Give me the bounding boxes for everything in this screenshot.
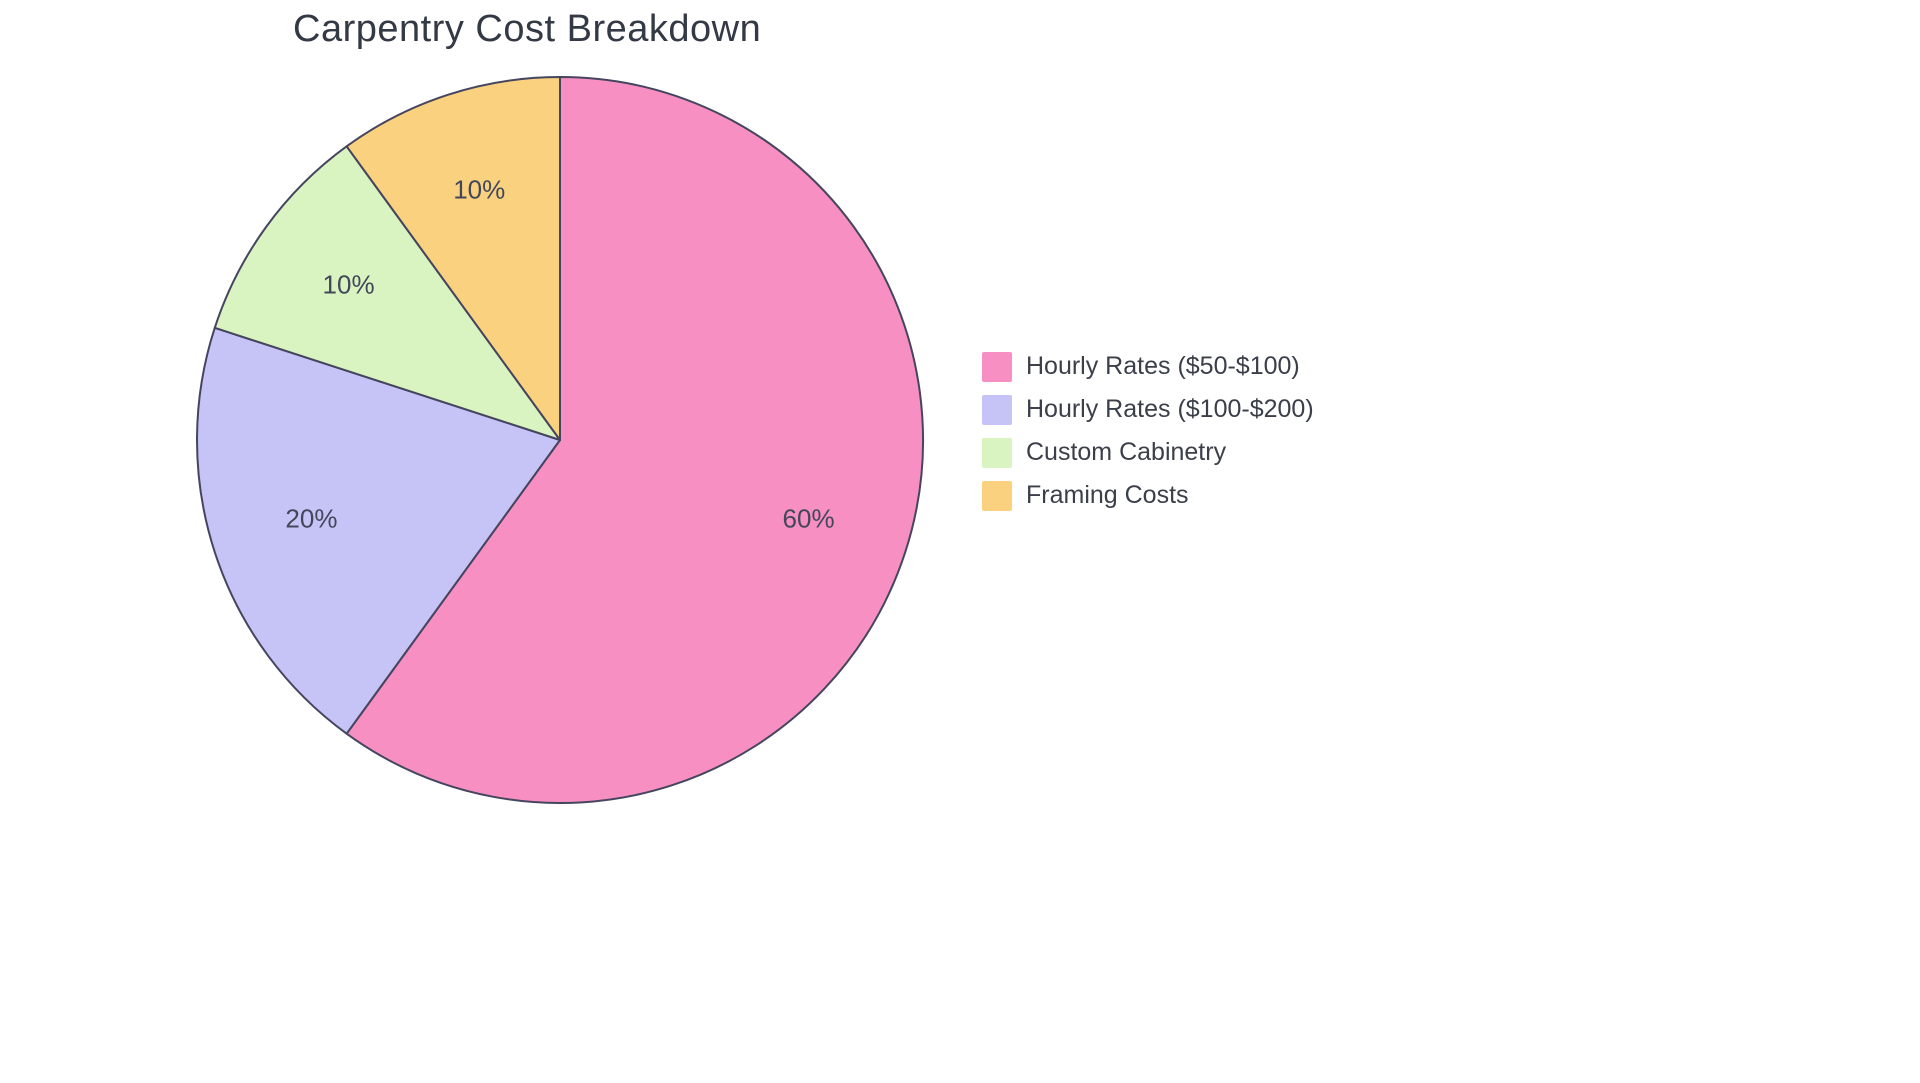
pie-slice <box>345 76 561 441</box>
pie-slice-label: 10% <box>453 174 505 204</box>
pie-slice <box>213 145 561 441</box>
legend-swatch <box>982 351 1012 382</box>
pie-slice <box>196 326 561 735</box>
pie-slice-label: 20% <box>285 504 337 534</box>
pie-slice <box>345 76 924 804</box>
legend-label: Framing Costs <box>1026 481 1189 509</box>
pie-slice-label: 10% <box>323 269 375 299</box>
legend-label: Hourly Rates ($100-$200) <box>1026 395 1314 423</box>
chart-legend: Hourly Rates ($50-$100) Hourly Rates ($10… <box>982 351 1314 523</box>
legend-swatch <box>982 394 1012 425</box>
legend-item: Hourly Rates ($50-$100) <box>982 351 1314 382</box>
pie-slice-label: 60% <box>783 504 835 534</box>
legend-item: Framing Costs <box>982 480 1314 511</box>
legend-item: Custom Cabinetry <box>982 437 1314 468</box>
legend-swatch <box>982 437 1012 468</box>
legend-swatch <box>982 480 1012 511</box>
chart-title: Carpentry Cost Breakdown <box>293 8 762 50</box>
legend-item: Hourly Rates ($100-$200) <box>982 394 1314 425</box>
legend-label: Hourly Rates ($50-$100) <box>1026 352 1300 380</box>
legend-label: Custom Cabinetry <box>1026 438 1227 466</box>
